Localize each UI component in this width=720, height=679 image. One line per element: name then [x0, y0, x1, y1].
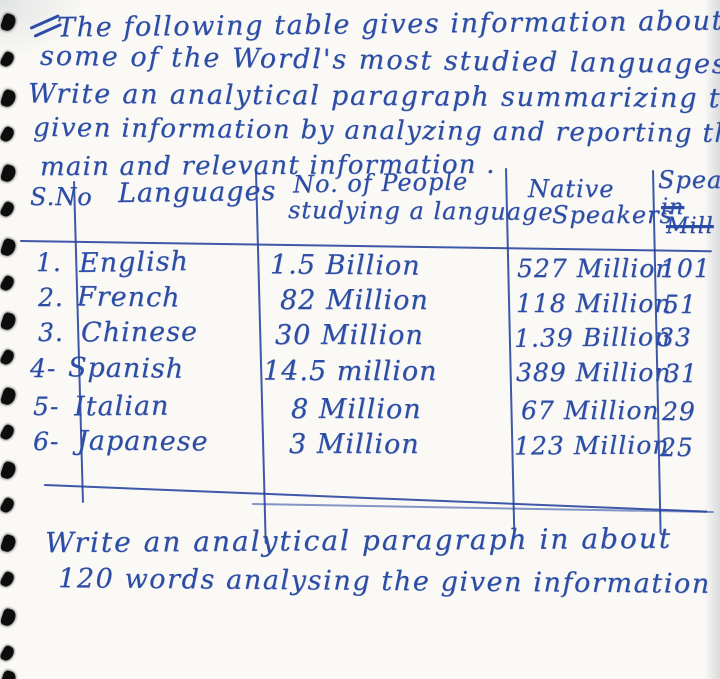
binding-hole	[0, 644, 16, 663]
cell-speakers: 29	[662, 397, 696, 426]
footer-line: Write an analytical paragraph in about	[44, 521, 673, 560]
cell-sno: 6-	[33, 427, 60, 456]
header-speakers-line1: Speake	[658, 166, 720, 194]
cell-language: Japanese	[76, 425, 209, 458]
intro-line: Write an analytical paragraph summarizin…	[27, 78, 720, 115]
header-languages: Languages	[117, 175, 277, 210]
cell-language: Chinese	[80, 316, 198, 349]
binding-hole	[0, 274, 16, 293]
binding-hole	[0, 237, 18, 258]
cell-studying: 1.5 Billion	[269, 249, 421, 282]
cell-studying: 82 Million	[280, 285, 429, 316]
cell-sno: 5-	[33, 392, 60, 421]
binding-hole	[0, 125, 16, 144]
cell-speakers: 33	[658, 323, 692, 352]
cell-language: French	[76, 281, 181, 314]
cell-sno: 2.	[38, 283, 64, 312]
cell-sno: 3.	[38, 318, 64, 347]
binding-hole	[0, 348, 16, 367]
binding-hole	[0, 88, 18, 109]
binding-hole	[0, 607, 18, 628]
binding-hole	[0, 570, 16, 589]
binding-hole	[0, 311, 18, 332]
header-studying-line2: studying a language	[287, 196, 554, 226]
binding-hole	[0, 386, 18, 407]
binding-hole	[0, 163, 18, 184]
cell-studying: 8 Million	[291, 394, 422, 425]
binding-hole	[0, 533, 18, 554]
header-native-line1: Native	[528, 175, 615, 203]
cell-speakers: 51	[663, 290, 697, 319]
binding-hole	[0, 423, 16, 442]
header-studying-line1: No. of People	[292, 167, 469, 199]
binding-hole	[0, 496, 16, 515]
header-speakers-struck-mill: Mill	[666, 214, 714, 239]
page-edge-shade	[704, 0, 720, 679]
header-sno: S.No	[30, 183, 93, 211]
cell-native: 527 Million	[517, 254, 673, 283]
cell-language: English	[78, 246, 190, 279]
footer-line: 120 words analysing the given informatio…	[57, 563, 711, 600]
cell-speakers: 31	[664, 359, 698, 388]
cell-speakers: 101	[660, 254, 711, 283]
intro-line: The following table gives information ab…	[56, 5, 720, 44]
cell-native: 1.39 Billion	[513, 322, 672, 353]
intro-line: given information by analyzing and repor…	[32, 112, 720, 150]
cell-studying: 14.5 million	[263, 356, 438, 387]
cell-studying: 3 Million	[289, 429, 420, 460]
cell-native: 118 Million	[516, 289, 672, 318]
binding-hole	[0, 200, 16, 219]
intro-line: some of the Wordl's most studied languag…	[39, 40, 720, 81]
cell-native: 67 Million	[521, 396, 660, 425]
cell-sno: 4-	[30, 354, 57, 383]
cell-native: 389 Million	[516, 358, 672, 387]
cell-native: 123 Million	[513, 430, 670, 461]
cell-language: Italian	[73, 390, 170, 423]
header-native-line2: Speakers	[552, 201, 673, 229]
cell-language: Spanish	[67, 352, 185, 385]
header-speakers-struck-in: in	[661, 195, 685, 220]
binding-hole	[0, 460, 18, 481]
cell-speakers: 25	[660, 433, 694, 462]
binding-hole	[0, 669, 18, 679]
cell-studying: 30 Million	[275, 320, 424, 351]
cell-sno: 1.	[36, 248, 62, 277]
